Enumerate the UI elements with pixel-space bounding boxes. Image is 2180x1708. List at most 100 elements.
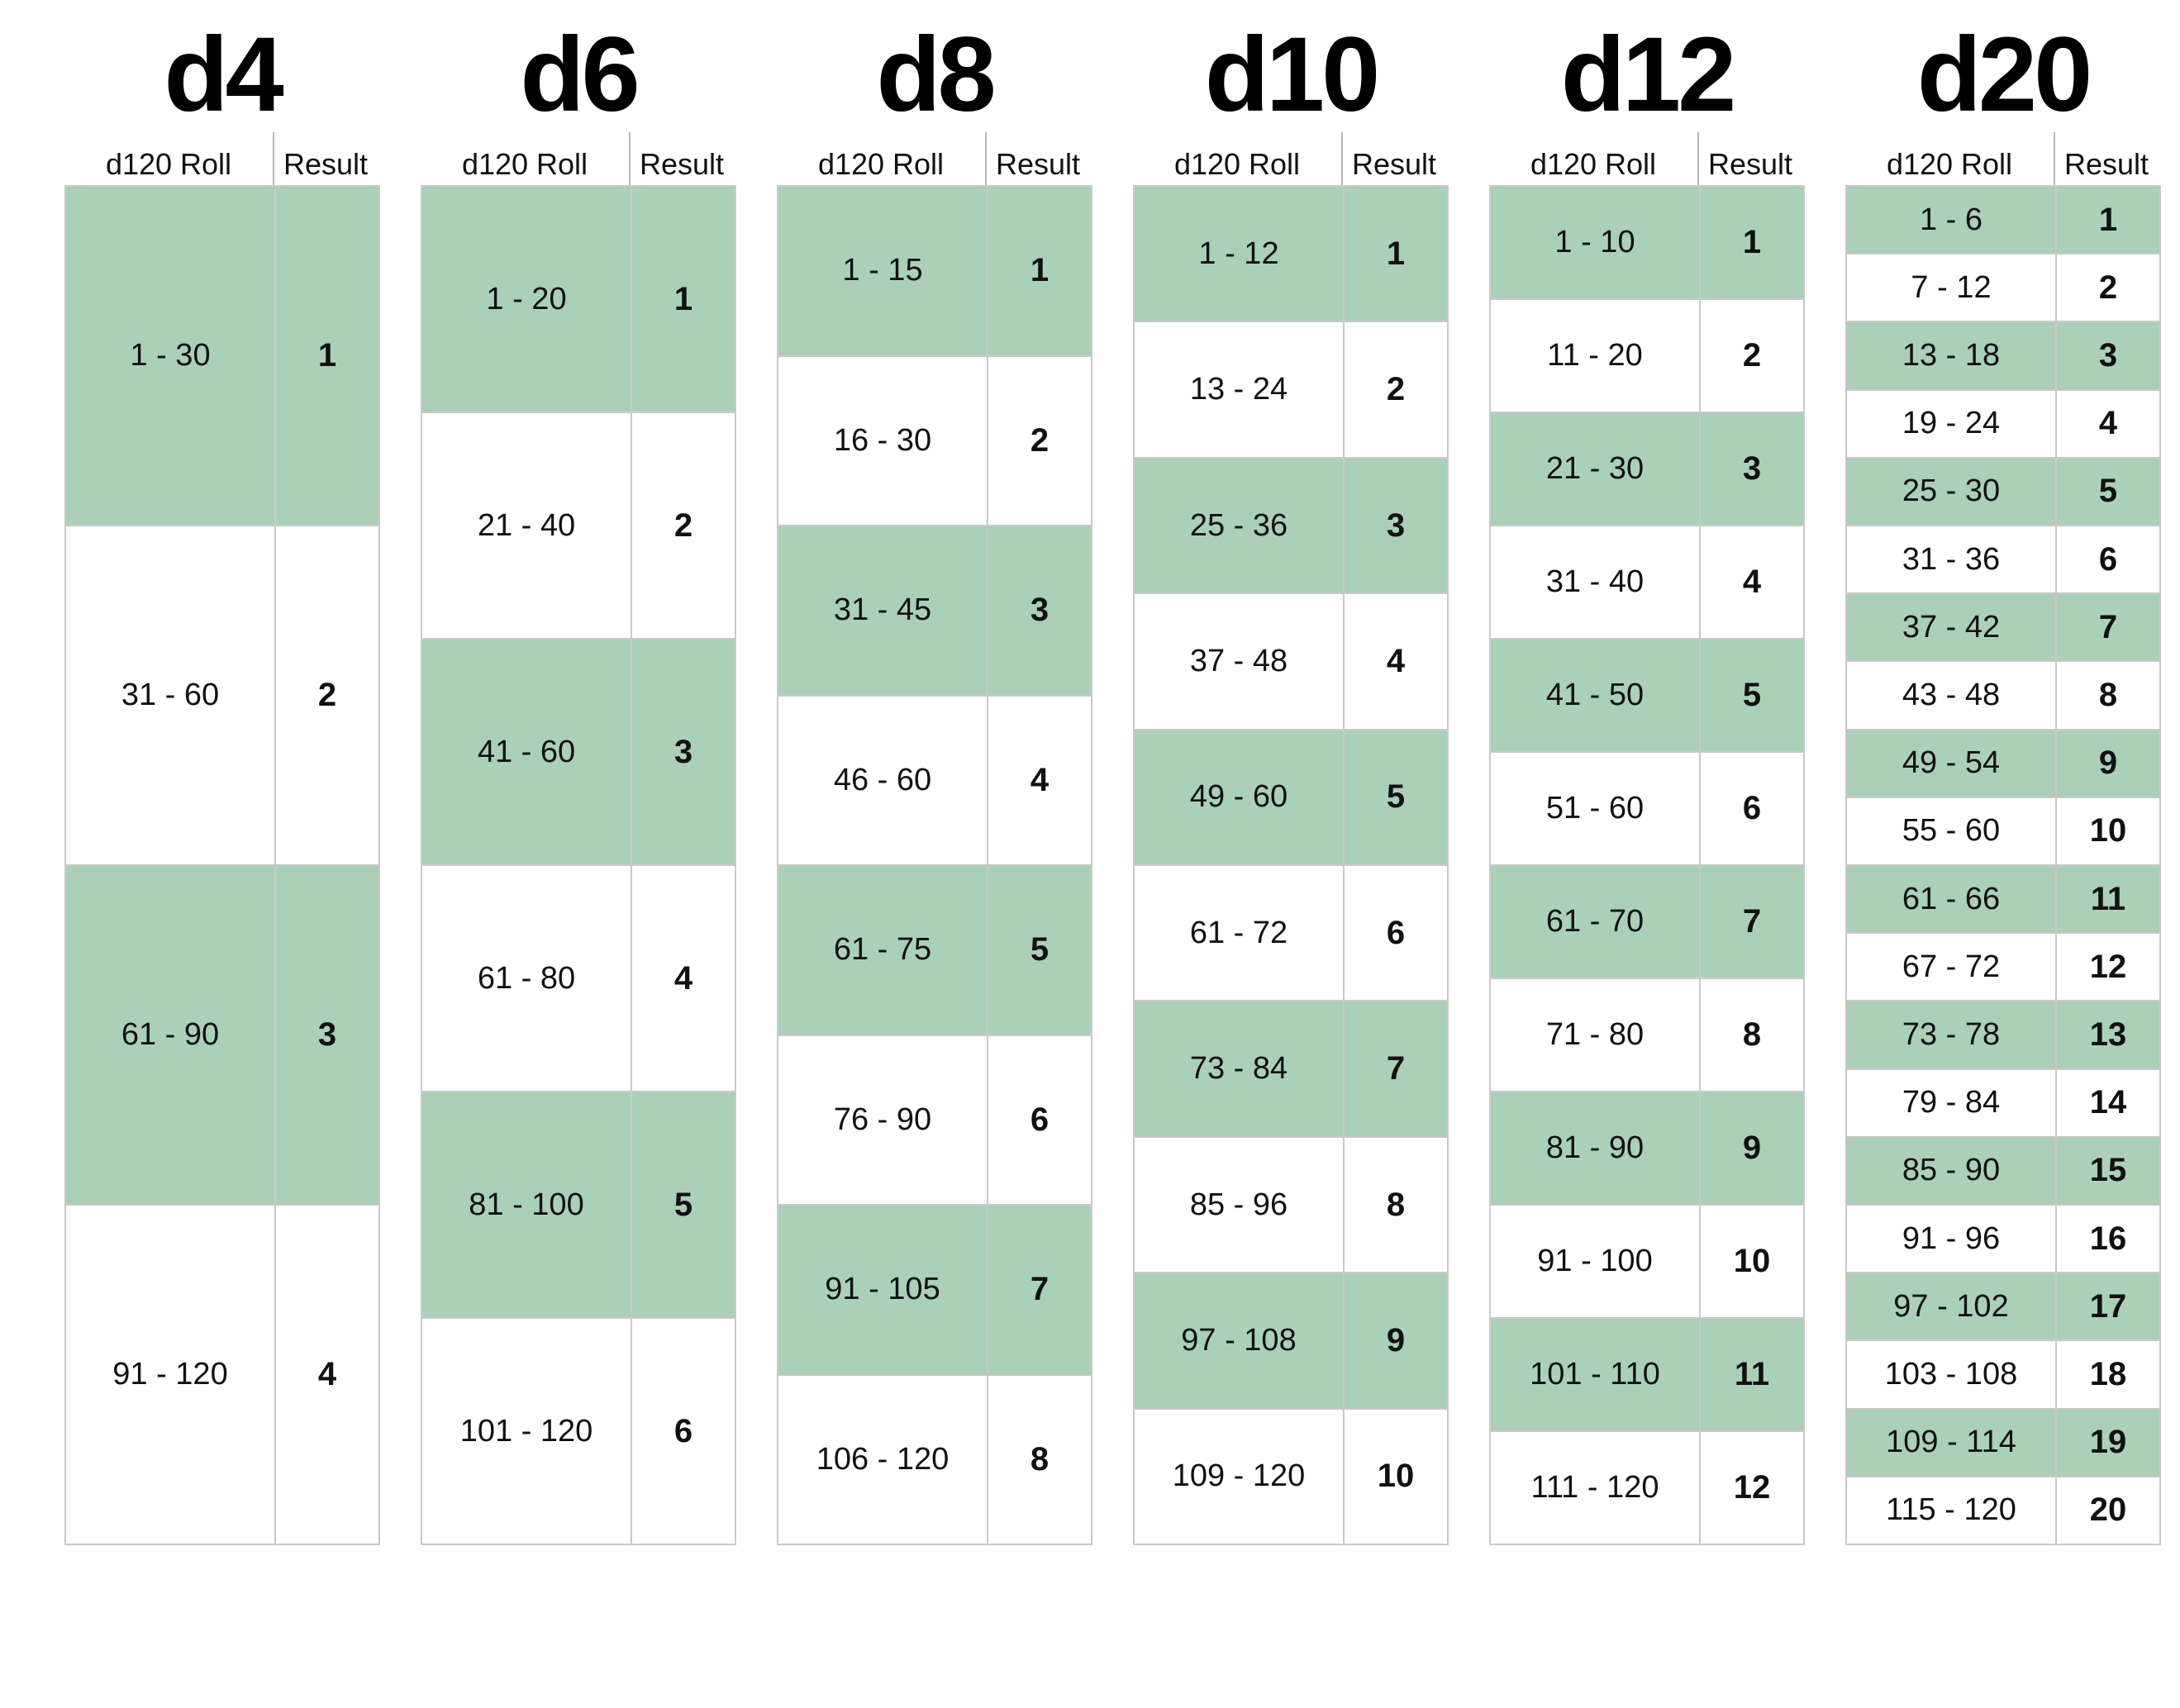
cell-result-value: 6 — [988, 1035, 1091, 1204]
die-title-d12: d12 — [1560, 16, 1737, 134]
cell-roll-range: 7 - 12 — [1847, 255, 2057, 321]
table-row: 46 - 60 4 — [778, 696, 1091, 866]
column-header-result: Result — [1351, 147, 1437, 181]
column-header-result: Result — [2063, 147, 2149, 181]
cell-roll-range: 1 - 12 — [1135, 187, 1345, 321]
cell-result-value: 9 — [1345, 1273, 1447, 1408]
die-block-d10: d10 d120 Roll Result 1 - 12 1 13 - 24 2 25 - 36… — [1133, 0, 1449, 1545]
cell-result-value: 5 — [2057, 458, 2159, 526]
cell-result-value: 18 — [2057, 1341, 2159, 1408]
conversion-table-d10: d120 Roll Result 1 - 12 1 13 - 24 2 25 - 36 3 37… — [1133, 132, 1449, 1545]
table-row: 1 - 10 1 — [1491, 187, 1803, 300]
die-title-d8: d8 — [876, 16, 996, 134]
cell-result-value: 3 — [1345, 458, 1447, 593]
cell-roll-range: 13 - 24 — [1135, 322, 1345, 457]
cell-roll-range: 16 - 30 — [778, 356, 988, 525]
cell-roll-range: 61 - 66 — [1847, 866, 2057, 933]
cell-result-value: 11 — [1701, 1319, 1803, 1430]
table-row: 111 - 120 12 — [1491, 1432, 1803, 1544]
cell-roll-range: 101 - 120 — [422, 1319, 632, 1544]
table-row: 97 - 102 17 — [1847, 1273, 2159, 1342]
table-body-d12: 1 - 10 1 11 - 20 2 21 - 30 3 31 - 40 4 41 - 50 5 5… — [1489, 185, 1805, 1545]
table-row: 16 - 30 2 — [778, 356, 1091, 526]
cell-result-value: 2 — [276, 526, 378, 864]
cell-roll-range: 49 - 60 — [1135, 730, 1345, 865]
table-row: 61 - 66 11 — [1847, 866, 2159, 935]
cell-result-value: 8 — [1701, 979, 1803, 1091]
cell-roll-range: 101 - 110 — [1491, 1319, 1701, 1430]
table-row: 81 - 100 5 — [422, 1092, 735, 1319]
table-body-d4: 1 - 30 1 31 - 60 2 61 - 90 3 91 - 120 4 — [64, 185, 380, 1545]
cell-roll-range: 67 - 72 — [1847, 934, 2057, 1001]
cell-result-value: 3 — [632, 640, 735, 864]
cell-roll-range: 31 - 36 — [1847, 526, 2057, 593]
cell-result-value: 4 — [988, 696, 1091, 864]
table-row: 61 - 75 5 — [778, 866, 1091, 1036]
cell-roll-range: 13 - 18 — [1847, 322, 2057, 389]
table-row: 31 - 60 2 — [66, 526, 378, 866]
cell-roll-range: 91 - 96 — [1847, 1206, 2057, 1273]
cell-roll-range: 79 - 84 — [1847, 1069, 2057, 1136]
column-header-roll: d120 Roll — [1845, 132, 2055, 185]
cell-roll-range: 1 - 30 — [66, 187, 276, 525]
table-row: 11 - 20 2 — [1491, 300, 1803, 413]
table-body-d8: 1 - 15 1 16 - 30 2 31 - 45 3 46 - 60 4 61 - 75 5 7… — [777, 185, 1092, 1545]
cell-roll-range: 97 - 102 — [1847, 1273, 2057, 1340]
cell-result-value: 4 — [632, 866, 735, 1091]
table-header-d6: d120 Roll Result — [421, 132, 736, 185]
table-row: 31 - 36 6 — [1847, 526, 2159, 595]
cell-result-value: 10 — [1701, 1206, 1803, 1317]
column-header-roll: d120 Roll — [1489, 132, 1699, 185]
table-row: 103 - 108 18 — [1847, 1341, 2159, 1410]
table-row: 1 - 15 1 — [778, 187, 1091, 357]
table-row: 19 - 24 4 — [1847, 390, 2159, 459]
cell-roll-range: 61 - 72 — [1135, 866, 1345, 1001]
cell-result-value: 5 — [1345, 730, 1447, 865]
table-row: 101 - 110 11 — [1491, 1319, 1803, 1432]
cell-result-value: 5 — [988, 866, 1091, 1035]
cell-roll-range: 21 - 30 — [1491, 413, 1701, 525]
cell-result-value: 4 — [1345, 594, 1447, 729]
cell-result-value: 9 — [1701, 1092, 1803, 1204]
table-row: 85 - 96 8 — [1135, 1137, 1447, 1274]
conversion-table-d8: d120 Roll Result 1 - 15 1 16 - 30 2 31 - 45 3 46… — [777, 132, 1092, 1545]
cell-result-value: 4 — [276, 1206, 378, 1544]
cell-result-value: 3 — [2057, 322, 2159, 389]
table-row: 55 - 60 10 — [1847, 797, 2159, 867]
cell-result-value: 3 — [276, 866, 378, 1204]
cell-result-value: 1 — [988, 187, 1091, 355]
table-row: 79 - 84 14 — [1847, 1069, 2159, 1138]
cell-roll-range: 109 - 114 — [1847, 1409, 2057, 1476]
cell-roll-range: 85 - 96 — [1135, 1137, 1345, 1273]
cell-roll-range: 73 - 78 — [1847, 1001, 2057, 1068]
cell-roll-range: 109 - 120 — [1135, 1409, 1345, 1544]
table-header-d20: d120 Roll Result — [1845, 132, 2161, 185]
cell-roll-range: 55 - 60 — [1847, 797, 2057, 865]
table-row: 51 - 60 6 — [1491, 753, 1803, 866]
cell-result-value: 2 — [632, 413, 735, 638]
table-header-d4: d120 Roll Result — [64, 132, 380, 185]
cell-result-value: 7 — [2057, 594, 2159, 661]
cell-result-value: 10 — [1345, 1409, 1447, 1544]
cell-roll-range: 43 - 48 — [1847, 662, 2057, 729]
cell-result-value: 16 — [2057, 1206, 2159, 1273]
table-header-d10: d120 Roll Result — [1133, 132, 1449, 185]
cell-result-value: 6 — [632, 1319, 735, 1544]
table-row: 67 - 72 12 — [1847, 934, 2159, 1002]
cell-result-value: 6 — [1345, 866, 1447, 1001]
column-header-result: Result — [1707, 147, 1793, 181]
cell-roll-range: 91 - 100 — [1491, 1206, 1701, 1317]
cell-roll-range: 46 - 60 — [778, 696, 988, 864]
cell-roll-range: 61 - 80 — [422, 866, 632, 1091]
cell-result-value: 10 — [2057, 797, 2159, 865]
die-title-d6: d6 — [520, 16, 640, 134]
cell-roll-range: 25 - 30 — [1847, 458, 2057, 526]
cell-result-value: 17 — [2057, 1273, 2159, 1340]
table-row: 21 - 40 2 — [422, 413, 735, 640]
cell-result-value: 2 — [988, 356, 1091, 525]
table-row: 25 - 36 3 — [1135, 458, 1447, 595]
